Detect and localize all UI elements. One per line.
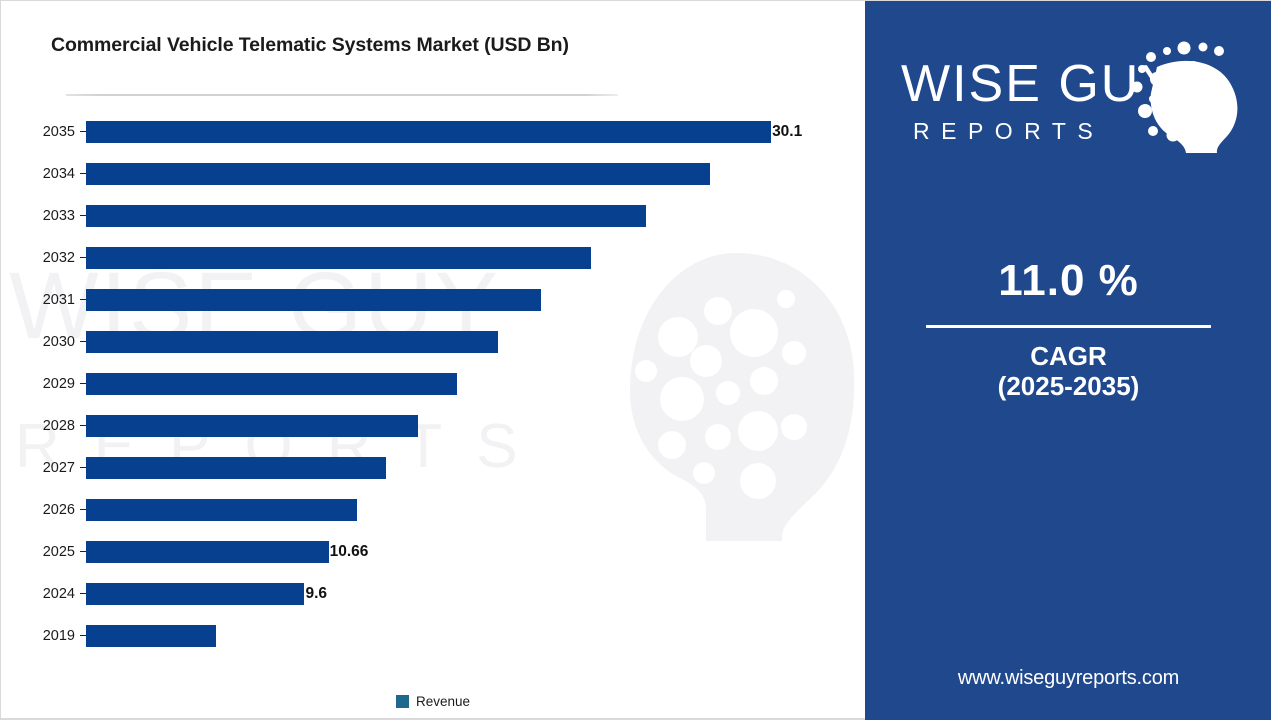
y-axis-label-2035: 2035 <box>42 124 75 140</box>
y-axis-tick <box>80 257 86 259</box>
chart-row: 2031 <box>1 289 865 311</box>
bar-2030[interactable] <box>86 331 498 353</box>
y-axis-tick <box>80 131 86 133</box>
bar-2028[interactable] <box>86 415 419 437</box>
bar-2029[interactable] <box>86 373 457 395</box>
y-axis-tick <box>80 635 86 637</box>
bar-2031[interactable] <box>86 289 542 311</box>
title-divider <box>66 94 618 96</box>
bar-2025[interactable] <box>86 541 329 563</box>
chart-row: 2025 10.66 <box>1 541 865 563</box>
cagr-period: (2025-2035) <box>997 371 1140 402</box>
side-panel: WISE GUY REPORTS <box>865 1 1271 720</box>
chart-row: 2027 <box>1 457 865 479</box>
chart-row: 2026 <box>1 499 865 521</box>
website-url[interactable]: www.wiseguyreports.com <box>957 667 1180 689</box>
y-axis-tick <box>80 467 86 469</box>
y-axis-label-2026: 2026 <box>42 502 75 518</box>
cagr-divider <box>926 325 1211 329</box>
logo-head-icon <box>1131 41 1238 153</box>
y-axis-tick <box>80 299 86 301</box>
bar-value-2035: 30.1 <box>772 123 803 140</box>
y-axis-label-2028: 2028 <box>42 418 75 434</box>
bar-chart-plot: 2035 30.1 2034 2033 2032 2031 2030 2029 2028 2027… <box>1 1 865 691</box>
y-axis-label-2031: 2031 <box>42 292 75 308</box>
y-axis-label-2032: 2032 <box>42 250 75 266</box>
bar-value-2024: 9.6 <box>305 585 328 602</box>
cagr-value: 11.0 % <box>998 256 1139 305</box>
bar-value-2025: 10.66 <box>329 543 369 560</box>
y-axis-label-2030: 2030 <box>42 334 75 350</box>
y-axis-tick <box>80 215 86 217</box>
svg-text:REPORTS: REPORTS <box>913 118 1104 144</box>
y-axis-tick <box>80 509 86 511</box>
y-axis-tick <box>80 383 86 385</box>
y-axis-tick <box>80 593 86 595</box>
y-axis-label-2025: 2025 <box>42 544 75 560</box>
cagr-label: CAGR <box>1030 341 1107 372</box>
bar-2019[interactable] <box>86 625 216 647</box>
chart-row: 2032 <box>1 247 865 269</box>
y-axis-tick <box>80 341 86 343</box>
chart-row: 2028 <box>1 415 865 437</box>
y-axis-label-2027: 2027 <box>42 460 75 476</box>
chart-bottom-divider <box>1 718 865 719</box>
y-axis-label-2029: 2029 <box>42 376 75 392</box>
chart-title: Commercial Vehicle Telematic Systems Mar… <box>51 34 569 56</box>
chart-row: 2035 30.1 <box>1 121 865 143</box>
chart-legend: Revenue <box>1 694 865 709</box>
y-axis-label-2024: 2024 <box>42 586 75 602</box>
chart-row: 2029 <box>1 373 865 395</box>
bar-2027[interactable] <box>86 457 387 479</box>
y-axis-label-2034: 2034 <box>42 166 75 182</box>
chart-panel: WISE GUY REPORTS <box>1 1 865 719</box>
chart-row: 2030 <box>1 331 865 353</box>
y-axis-label-2019: 2019 <box>42 628 75 644</box>
legend-label-revenue: Revenue <box>415 694 471 709</box>
y-axis-tick <box>80 173 86 175</box>
y-axis-tick <box>80 551 86 553</box>
cagr-block: 11.0 % CAGR (2025-2035) <box>865 256 1271 402</box>
chart-row: 2019 <box>1 625 865 647</box>
bar-2024[interactable] <box>86 583 305 605</box>
chart-row: 2034 <box>1 163 865 185</box>
wiseguy-reports-logo-icon: WISE GUY REPORTS <box>901 41 1238 153</box>
brand-logo: WISE GUY REPORTS <box>865 39 1271 164</box>
y-axis-label-2033: 2033 <box>42 208 75 224</box>
bar-2034[interactable] <box>86 163 710 185</box>
bar-2032[interactable] <box>86 247 592 269</box>
bar-2033[interactable] <box>86 205 646 227</box>
bar-2035[interactable] <box>86 121 772 143</box>
chart-row: 2024 9.6 <box>1 583 865 605</box>
chart-row: 2033 <box>1 205 865 227</box>
svg-text:WISE GUY: WISE GUY <box>901 55 1177 113</box>
legend-swatch-revenue <box>395 695 409 708</box>
bar-2026[interactable] <box>86 499 357 521</box>
y-axis-tick <box>80 425 86 427</box>
